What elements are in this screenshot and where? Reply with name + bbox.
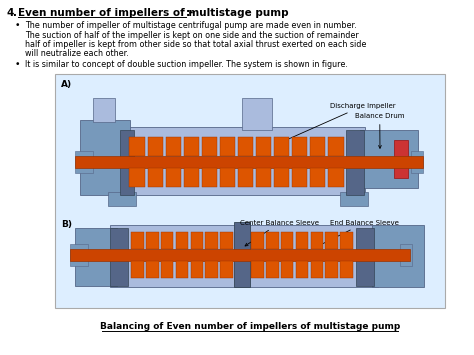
Bar bbox=[205, 261, 218, 278]
Bar bbox=[202, 168, 217, 187]
Bar bbox=[191, 261, 203, 278]
Bar bbox=[292, 137, 307, 156]
Bar bbox=[281, 261, 293, 278]
Bar bbox=[296, 261, 308, 278]
Bar bbox=[147, 137, 163, 156]
Text: It is similar to concept of double suction impeller. The system is shown in figu: It is similar to concept of double sucti… bbox=[25, 60, 348, 69]
Bar bbox=[340, 232, 353, 249]
Bar bbox=[328, 168, 344, 187]
Text: Balancing of Even number of impellers of multistage pump: Balancing of Even number of impellers of… bbox=[100, 322, 400, 331]
Bar bbox=[274, 168, 289, 187]
Bar bbox=[356, 228, 374, 286]
Bar bbox=[80, 120, 130, 195]
Bar bbox=[184, 168, 199, 187]
Bar bbox=[129, 137, 145, 156]
Bar bbox=[70, 249, 410, 261]
Text: The number of impeller of multistage centrifugal pump are made even in number.: The number of impeller of multistage cen… bbox=[25, 21, 356, 30]
Bar bbox=[296, 232, 308, 249]
Bar bbox=[165, 168, 181, 187]
Bar bbox=[176, 232, 188, 249]
Bar bbox=[205, 232, 218, 249]
Text: Center Balance Sleeve: Center Balance Sleeve bbox=[240, 220, 319, 246]
Bar bbox=[238, 168, 253, 187]
Bar bbox=[326, 261, 338, 278]
Bar bbox=[220, 137, 235, 156]
Bar bbox=[75, 156, 423, 168]
Bar bbox=[266, 232, 279, 249]
Bar bbox=[238, 137, 253, 156]
Bar bbox=[340, 261, 353, 278]
Text: •: • bbox=[15, 21, 20, 30]
Text: B): B) bbox=[61, 219, 72, 229]
Bar bbox=[220, 168, 235, 187]
Bar bbox=[326, 232, 338, 249]
Text: Even number of impellers of multistage pump: Even number of impellers of multistage p… bbox=[18, 8, 289, 18]
Text: •: • bbox=[15, 60, 20, 69]
Text: .: . bbox=[13, 8, 21, 18]
Bar bbox=[234, 222, 250, 287]
Bar bbox=[120, 127, 365, 195]
Bar bbox=[372, 225, 424, 287]
Bar bbox=[310, 261, 323, 278]
Bar bbox=[70, 244, 88, 266]
Text: A): A) bbox=[61, 80, 72, 88]
Bar bbox=[394, 140, 408, 178]
Bar bbox=[220, 261, 233, 278]
Bar bbox=[147, 168, 163, 187]
Bar bbox=[411, 151, 423, 173]
Bar bbox=[400, 244, 412, 266]
Bar bbox=[292, 168, 307, 187]
Bar bbox=[328, 137, 344, 156]
Bar bbox=[310, 232, 323, 249]
Bar bbox=[165, 137, 181, 156]
Bar bbox=[310, 137, 326, 156]
Bar bbox=[310, 168, 326, 187]
Bar bbox=[184, 137, 199, 156]
Bar bbox=[75, 228, 117, 286]
Text: :-: :- bbox=[186, 8, 194, 18]
Text: half of impeller is kept from other side so that total axial thrust exerted on e: half of impeller is kept from other side… bbox=[25, 40, 366, 49]
Bar bbox=[340, 192, 368, 206]
Text: End Balance Sleeve: End Balance Sleeve bbox=[313, 220, 399, 248]
Bar bbox=[242, 98, 272, 130]
Bar bbox=[274, 137, 289, 156]
Bar bbox=[146, 261, 158, 278]
Text: 4: 4 bbox=[6, 8, 13, 18]
Bar bbox=[55, 73, 445, 308]
Bar bbox=[131, 232, 144, 249]
Text: Balance Drum: Balance Drum bbox=[355, 113, 404, 148]
Bar bbox=[256, 168, 271, 187]
Bar bbox=[251, 232, 264, 249]
Bar bbox=[108, 192, 136, 206]
Bar bbox=[202, 137, 217, 156]
Bar bbox=[161, 261, 173, 278]
Text: Discharge Impeller: Discharge Impeller bbox=[278, 103, 396, 144]
Bar bbox=[256, 137, 271, 156]
Bar bbox=[360, 130, 418, 188]
Bar bbox=[191, 232, 203, 249]
Bar bbox=[146, 232, 158, 249]
Bar bbox=[110, 225, 378, 287]
Bar bbox=[251, 261, 264, 278]
Text: will neutralize each other.: will neutralize each other. bbox=[25, 49, 129, 59]
Bar bbox=[281, 232, 293, 249]
Bar bbox=[266, 261, 279, 278]
Bar bbox=[129, 168, 145, 187]
Bar bbox=[161, 232, 173, 249]
Text: The suction of half of the impeller is kept on one side and the suction of remai: The suction of half of the impeller is k… bbox=[25, 31, 359, 39]
Bar bbox=[75, 151, 93, 173]
Bar bbox=[220, 232, 233, 249]
Bar bbox=[120, 130, 134, 195]
Bar bbox=[346, 130, 364, 195]
Bar bbox=[131, 261, 144, 278]
Bar bbox=[176, 261, 188, 278]
Bar bbox=[93, 98, 115, 122]
Bar bbox=[110, 228, 128, 286]
